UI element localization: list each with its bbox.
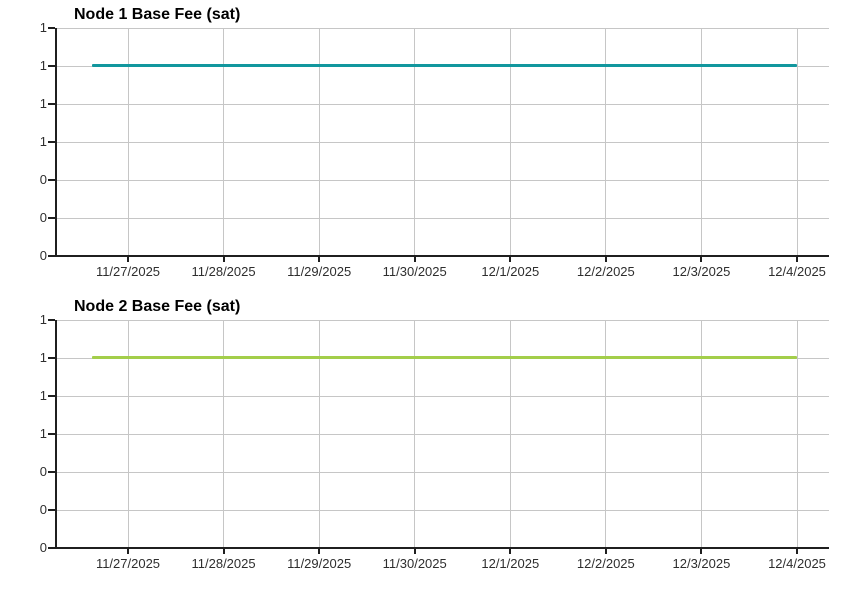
x-axis-tick: [604, 257, 607, 262]
x-axis-tick: [796, 549, 798, 554]
y-tick-label: 1: [39, 134, 47, 149]
x-tick-label: 11/29/2025: [287, 556, 352, 571]
gridline-horizontal: [56, 433, 829, 435]
y-tick-label: 0: [39, 502, 47, 517]
x-axis-tick: [413, 549, 416, 554]
y-tick-label: 0: [39, 540, 47, 555]
y-axis-tick: [48, 217, 55, 219]
y-tick-label: 1: [39, 312, 47, 327]
x-tick-label: 11/28/2025: [191, 264, 256, 279]
x-tick-label: 12/4/2025: [768, 264, 826, 279]
gridline-horizontal: [56, 509, 829, 511]
x-axis-tick: [509, 549, 512, 554]
x-tick-label: 12/1/2025: [481, 556, 540, 571]
x-axis-tick: [318, 257, 321, 262]
x-tick-label: 12/2/2025: [576, 556, 635, 571]
x-axis-line: [55, 547, 829, 549]
y-axis-tick: [48, 141, 55, 143]
x-tick-label: 11/28/2025: [191, 556, 256, 571]
x-axis-tick: [222, 257, 225, 262]
y-tick-label: 1: [39, 58, 47, 73]
x-axis-tick: [604, 549, 607, 554]
fee-series-line: [92, 64, 797, 67]
x-axis-tick: [509, 257, 512, 262]
chart-title-node-1: Node 1 Base Fee (sat): [74, 6, 241, 23]
x-axis-line: [55, 255, 829, 257]
y-axis-spine: [55, 28, 57, 257]
y-axis-tick: [48, 179, 55, 181]
y-tick-label: 0: [39, 172, 47, 187]
gridline-horizontal: [56, 179, 829, 181]
x-tick-label: 12/1/2025: [481, 264, 540, 279]
x-tick-label: 12/3/2025: [672, 264, 731, 279]
x-tick-label: 11/27/2025: [95, 556, 161, 571]
x-tick-label: 11/30/2025: [382, 264, 447, 279]
y-axis-tick: [48, 65, 55, 67]
y-axis-tick: [48, 509, 55, 511]
y-axis-tick: [48, 27, 55, 29]
x-tick-label: 12/2/2025: [576, 264, 635, 279]
gridline-horizontal: [56, 103, 829, 105]
gridline-horizontal: [56, 141, 829, 143]
y-axis-tick: [48, 433, 55, 435]
y-tick-label: 0: [39, 464, 47, 479]
y-axis-tick: [48, 395, 55, 397]
x-tick-label: 11/27/2025: [95, 264, 161, 279]
x-axis-tick: [413, 257, 416, 262]
x-axis-tick: [127, 257, 129, 262]
y-tick-label: 1: [39, 388, 47, 403]
x-tick-label: 11/29/2025: [287, 264, 352, 279]
y-axis-tick: [48, 471, 55, 473]
y-tick-label: 1: [39, 426, 47, 441]
y-axis-tick: [48, 255, 55, 257]
gridline-horizontal: [56, 395, 829, 397]
y-tick-label: 1: [39, 350, 47, 365]
y-tick-label: 0: [39, 248, 47, 263]
gridline-horizontal: [56, 217, 829, 219]
x-tick-label: 11/30/2025: [382, 556, 447, 571]
y-tick-label: 0: [39, 210, 47, 225]
x-axis-tick: [700, 257, 703, 262]
gridline-horizontal: [56, 27, 829, 29]
x-tick-label: 12/4/2025: [768, 556, 826, 571]
x-axis-tick: [796, 257, 798, 262]
y-axis-tick: [48, 319, 55, 321]
fee-series-line: [92, 356, 797, 359]
x-axis-tick: [127, 549, 129, 554]
x-axis-tick: [222, 549, 225, 554]
gridline-horizontal: [56, 471, 829, 473]
x-axis-tick: [700, 549, 703, 554]
y-tick-label: 1: [39, 96, 47, 111]
y-tick-label: 1: [39, 20, 47, 35]
y-axis-tick: [48, 357, 55, 359]
x-axis-tick: [318, 549, 321, 554]
y-axis-spine: [55, 320, 57, 549]
x-tick-label: 12/3/2025: [672, 556, 731, 571]
chart-title-node-2: Node 2 Base Fee (sat): [74, 298, 241, 315]
y-axis-tick: [48, 103, 55, 105]
gridline-horizontal: [56, 319, 829, 321]
y-axis-tick: [48, 547, 55, 549]
